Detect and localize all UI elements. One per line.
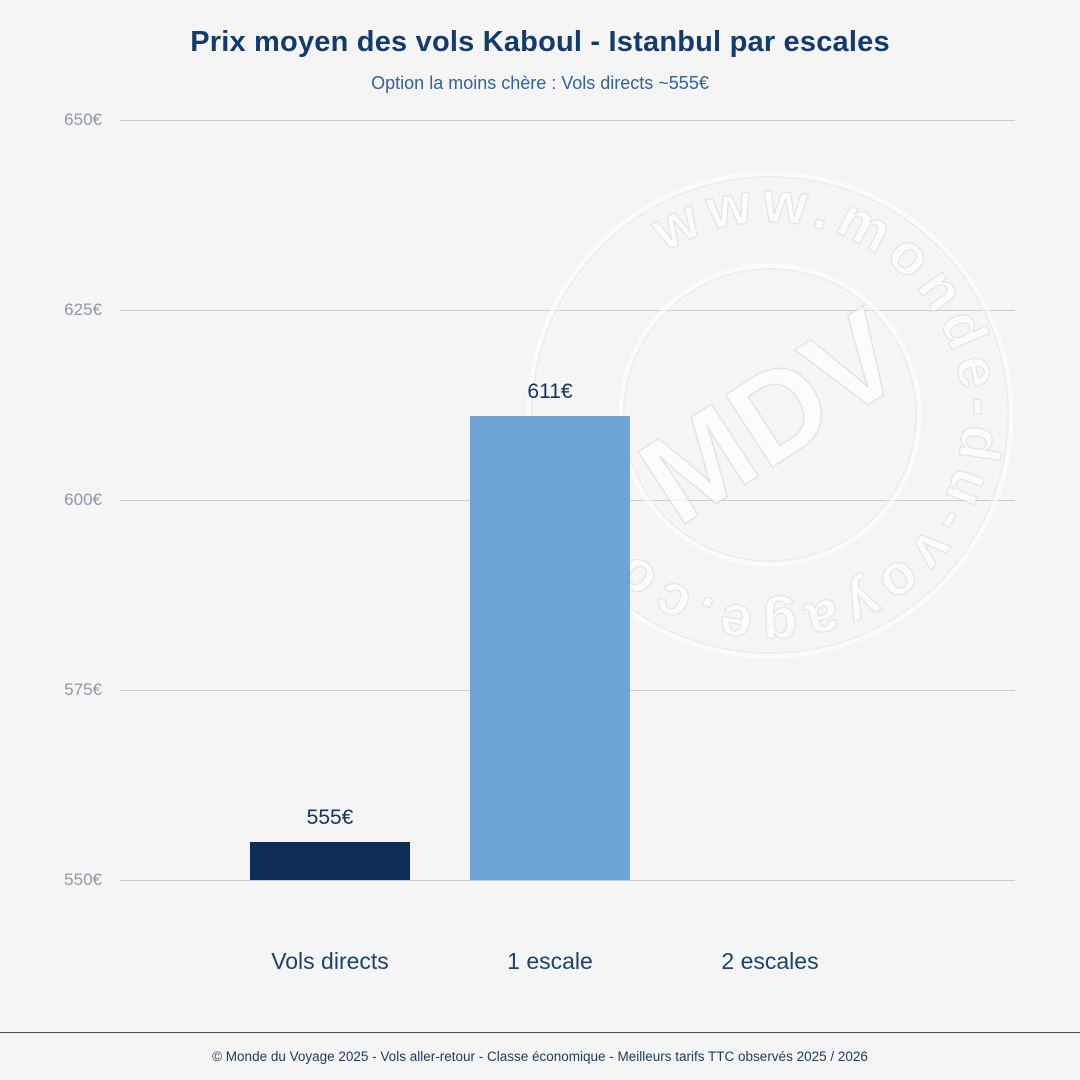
gridline <box>120 310 1015 311</box>
y-axis-tick-label: 625€ <box>64 300 102 319</box>
y-axis-tick-label: 600€ <box>64 490 102 509</box>
y-axis-tick-label: 575€ <box>64 680 102 699</box>
chart-header: Prix moyen des vols Kaboul - Istanbul pa… <box>0 0 1080 94</box>
x-axis-category-label: Vols directs <box>271 948 389 974</box>
y-axis-tick-label: 550€ <box>64 870 102 889</box>
chart-title: Prix moyen des vols Kaboul - Istanbul pa… <box>190 26 890 58</box>
x-axis-category-label: 2 escales <box>721 948 819 974</box>
chart-subtitle: Option la moins chère : Vols directs ~55… <box>371 73 709 93</box>
chart-footer: © Monde du Voyage 2025 - Vols aller-reto… <box>0 1032 1080 1080</box>
bar-value-label: 611€ <box>527 380 573 404</box>
gridline <box>120 880 1015 881</box>
footer-copyright-text: © Monde du Voyage 2025 - Vols aller-reto… <box>212 1049 868 1064</box>
bar-value-label: 555€ <box>306 806 354 829</box>
gridline <box>120 120 1015 121</box>
bar-vols-directs <box>250 842 410 880</box>
x-axis-category-label: 1 escale <box>507 948 593 974</box>
y-axis-tick-label: 650€ <box>64 110 102 129</box>
bar-1-escale <box>470 416 630 880</box>
plot-area: 550€ 575€ 600€ 625€ 650€ 555€ Vols directs 611€… <box>64 110 1015 974</box>
